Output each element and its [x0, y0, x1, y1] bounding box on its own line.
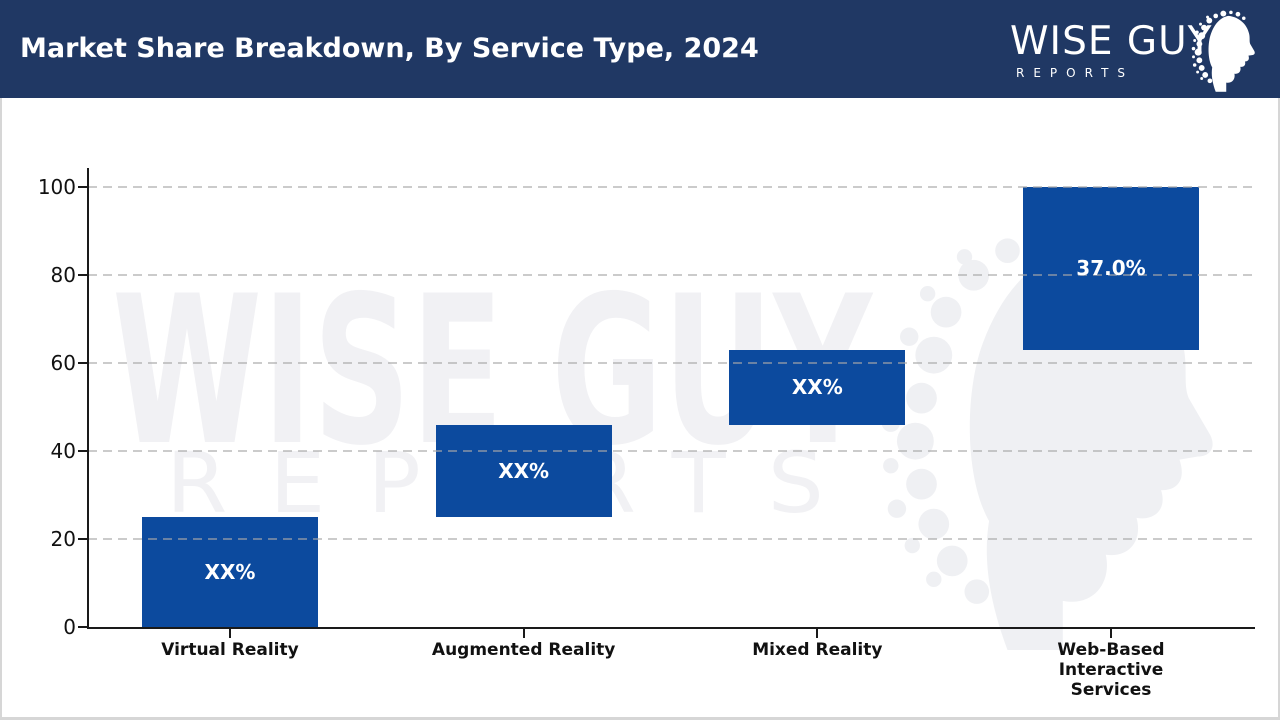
gridline-60 — [88, 362, 1254, 364]
bar-value-label-mixed-reality: XX% — [791, 375, 843, 400]
bar-augmented-reality — [435, 424, 612, 517]
y-tick-label-80: 80 — [50, 263, 76, 287]
category-label-line: Augmented Reality — [431, 640, 616, 660]
gridline-40 — [88, 450, 1254, 452]
x-tick-mark-virtual-reality — [229, 629, 231, 638]
category-label-web-based-interactive-services: Web-Based Interactive Services — [1016, 640, 1206, 700]
category-label-line: Web-Based — [1057, 640, 1165, 660]
category-label-mixed-reality: Mixed Reality — [722, 640, 912, 660]
category-label-line: Services — [1070, 680, 1152, 700]
x-axis-line — [87, 627, 1255, 629]
x-tick-mark-mixed-reality — [816, 629, 819, 638]
category-label-line: Virtual Reality — [161, 640, 299, 660]
category-label-line: Mixed Reality — [752, 640, 883, 660]
y-tick-mark-60 — [78, 362, 87, 364]
y-tick-mark-80 — [78, 274, 87, 276]
chart-title: Market Share Breakdown, By Service Type,… — [20, 33, 759, 64]
header-bar: Market Share Breakdown, By Service Type,… — [0, 0, 1280, 98]
bar-web-based-interactive-services — [1023, 187, 1199, 350]
y-tick-mark-0 — [78, 626, 87, 628]
bar-value-label-web-based-interactive-services: 37.0% — [1076, 256, 1146, 281]
logo-tagline: REPORTS — [1016, 66, 1135, 80]
y-tick-label-20: 20 — [50, 527, 76, 551]
y-axis-line — [87, 168, 89, 629]
category-label-line: Interactive — [1058, 660, 1164, 680]
y-tick-label-0: 0 — [63, 615, 76, 639]
x-tick-mark-web-based-interactive-services — [1110, 629, 1112, 638]
y-tick-mark-20 — [78, 538, 87, 540]
gridline-20 — [88, 538, 1254, 540]
brand-logo: WISE GUY REPORTS — [1010, 8, 1266, 92]
x-tick-mark-augmented-reality — [522, 629, 525, 638]
bar-virtual-reality — [142, 517, 318, 627]
bar-value-label-augmented-reality: XX% — [498, 458, 550, 483]
category-label-augmented-reality: Augmented Reality — [429, 640, 619, 660]
logo-wordmark: WISE GUY — [1010, 19, 1213, 64]
y-tick-mark-100 — [78, 186, 87, 188]
category-label-virtual-reality: Virtual Reality — [135, 640, 325, 660]
y-tick-label-40: 40 — [50, 439, 76, 463]
bar-value-label-virtual-reality: XX% — [204, 560, 256, 584]
logo-head-icon — [1190, 10, 1266, 92]
gridline-80 — [88, 274, 1254, 276]
y-tick-mark-40 — [78, 450, 87, 452]
gridline-100 — [88, 186, 1254, 188]
y-tick-label-100: 100 — [37, 175, 76, 199]
y-tick-label-60: 60 — [50, 351, 76, 375]
